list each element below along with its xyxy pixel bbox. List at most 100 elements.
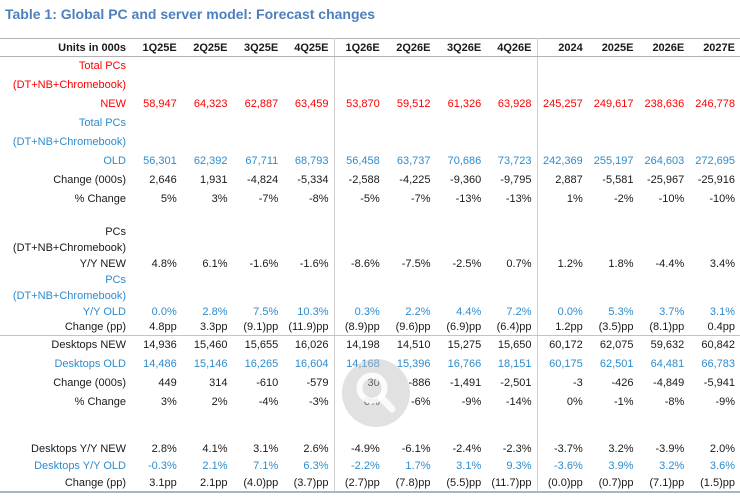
table-header: Units in 000s 1Q25E 2Q25E 3Q25E 4Q25E 1Q26E 2… [0,38,740,57]
spacer-cell [385,412,436,441]
table-row: PCs [0,223,740,240]
table-cell [385,57,436,76]
table-cell: 4.1% [202,443,228,455]
column-header: 3Q25E [232,38,284,57]
table-cell: -6% [410,396,431,408]
spacer-cell [436,412,487,441]
table-cell: 7.5% [253,305,279,318]
table-cell: 15,655 [244,339,279,352]
table-cell: 3.1pp [149,476,177,489]
table-cell [486,114,537,133]
column-header: 1Q25E [131,38,182,57]
table-cell [182,288,233,304]
column-header: 2Q25E [181,38,233,57]
table-cell: 64,323 [193,98,228,110]
table-cell [233,288,284,304]
table-cell [639,76,690,95]
spacer-cell [436,209,487,224]
table-cell: (1.5)pp [700,476,735,489]
table-cell: 245,257 [536,94,588,114]
table-cell: -5,941 [703,377,735,389]
table-cell [131,57,182,76]
table-row: (DT+NB+Chromebook) [0,132,740,152]
table-cell [536,113,588,133]
table-row: % Change 5% 3% -7% -8% -5% -7% -13% -13% 1% -2% -10… [0,189,740,209]
table-cell: (3.7)pp [293,476,329,489]
table-cell [333,287,385,304]
table-cell: -10% [709,193,735,205]
table-cell [689,114,740,133]
row-label: (DT+NB+Chromebook) [12,241,126,254]
table-cell: 61,326 [447,98,482,110]
table-cell: -13% [455,193,482,205]
spacer-cell [131,412,182,441]
table-cell [333,75,385,95]
table-cell: 15,146 [193,358,228,370]
spacer-cell [536,411,588,441]
table-cell: 30 [333,373,385,393]
table-cell: 5.3% [608,305,634,318]
table-cell [182,57,233,76]
table-cell: 56,458 [333,151,385,171]
table-cell: -6.1% [401,443,431,455]
table-cell [486,224,537,240]
table-cell [333,113,385,133]
table-cell: 68,793 [294,155,329,167]
table-row: Change (000s) 449 314 -610 -579 30 -886 -1,491 -… [0,373,740,393]
table-cell: 0.3% [333,303,385,320]
table-cell: -7% [258,193,279,205]
table-cell: -2% [613,193,634,205]
table-cell: -4,849 [653,377,685,389]
table-cell: -10% [658,193,685,205]
table-cell: 56,301 [143,155,177,167]
spacer-cell [689,209,740,224]
row-label: Change (pp) [0,319,131,336]
table-cell [436,224,487,240]
table-cell: 0.0% [536,303,588,320]
table-row: (DT+NB+Chromebook) [0,239,740,256]
table-cell [131,288,182,304]
column-header: 2024 [536,38,588,57]
row-label: Change (000s) [53,377,126,389]
table-cell [233,240,284,256]
table-cell: 3.2% [608,443,634,455]
units-header: Units in 000s [0,38,131,57]
table-cell: -5,334 [297,174,329,186]
table-row: Total PCs [0,56,740,76]
table-cell: -25,916 [697,174,735,186]
table-cell: 3% [160,396,177,408]
table-cell [233,224,284,240]
header-row: Units in 000s 1Q25E 2Q25E 3Q25E 4Q25E 1Q26E 2… [0,38,740,57]
row-label: Total PCs [78,117,126,129]
table-cell: 70,686 [447,155,482,167]
table-cell: 2,887 [536,170,588,190]
table-cell: -9,360 [450,174,482,186]
table-cell: 16,766 [447,358,482,370]
row-label: Change (000s) [53,174,126,186]
table-cell: 59,512 [396,98,431,110]
table-cell: 0% [333,392,385,412]
spacer-cell [0,209,131,224]
table-cell [639,288,690,304]
table-cell [486,288,537,304]
table-cell: 14,936 [143,339,177,352]
table-cell: -1.6% [299,257,329,270]
table-cell: 3.6% [709,460,735,472]
table-cell [283,224,334,240]
table-cell: 3.2% [659,460,685,472]
table-cell: 63,459 [294,98,329,110]
row-label: PCs [105,273,126,286]
table-cell: -610 [256,377,279,389]
table-cell: 264,603 [644,155,685,167]
table-cell: 60,842 [701,339,735,352]
table-cell [486,240,537,256]
table-cell [588,224,639,240]
table-cell [283,240,334,256]
table-cell: 66,783 [701,358,735,370]
spacer-cell [536,208,588,224]
table-section: Desktops Y/Y NEW 2.8% 4.1% 3.1% 2.6% -4.9% -6.… [0,440,740,492]
table-cell [233,272,284,288]
table-cell [182,133,233,152]
row-label: Y/Y NEW [79,257,126,270]
table-cell: 63,737 [396,155,431,167]
